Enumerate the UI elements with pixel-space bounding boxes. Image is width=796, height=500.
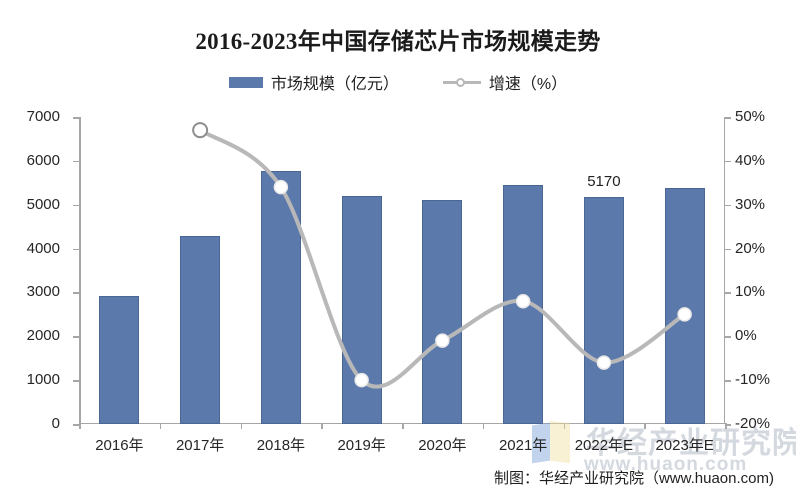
- y-axis-right-tick: [725, 117, 731, 119]
- x-axis-tick: [563, 423, 565, 429]
- y-axis-right-label: 0%: [735, 327, 757, 345]
- y-axis-right-label: 20%: [735, 239, 766, 257]
- legend-item-growth-rate: 增速（%）: [442, 70, 568, 94]
- bar-market-size: [180, 236, 221, 424]
- legend-item-market-size: 市场规模（亿元）: [228, 70, 399, 94]
- y-axis-right-label: 30%: [735, 195, 766, 213]
- bar-market-size: [583, 197, 624, 424]
- bar-market-size: [503, 184, 544, 424]
- y-axis-left-tick: [73, 292, 79, 294]
- x-axis-label: 2020年: [418, 437, 467, 454]
- bar-market-size: [341, 195, 382, 424]
- x-axis-tick: [159, 423, 162, 429]
- bar-value-label: 5170: [587, 173, 621, 191]
- x-axis-label: 2018年: [256, 437, 306, 454]
- y-axis-right-label: 40%: [735, 151, 766, 169]
- y-axis-left-label: 4000: [26, 239, 60, 257]
- x-axis-tick: [321, 423, 323, 429]
- y-axis-right-label: -10%: [735, 371, 771, 389]
- y-axis-right-label: -20%: [735, 415, 771, 432]
- y-axis-right-tick: [725, 160, 731, 163]
- chart-legend: 市场规模（亿元） 增速（%）: [0, 70, 796, 94]
- y-axis-left-tick: [73, 160, 79, 163]
- x-axis-label: 2017年: [175, 437, 225, 454]
- y-axis-left-label: 5000: [26, 195, 60, 213]
- y-axis-left-tick: [73, 336, 79, 338]
- x-axis-label: 2019年: [337, 437, 386, 454]
- x-axis-label: 2016年: [95, 437, 144, 454]
- x-axis-tick: [79, 423, 81, 429]
- y-axis-left-label: 7000: [26, 108, 60, 125]
- x-axis-tick: [402, 423, 404, 429]
- y-axis-right-tick: [725, 204, 731, 207]
- legend-label-market-size: 市场规模（亿元）: [270, 76, 399, 93]
- bar-market-size: [664, 187, 705, 424]
- x-axis-tick: [725, 423, 727, 429]
- legend-line-swatch-icon: [442, 76, 481, 88]
- chart-title: 2016-2023年中国存储芯片市场规模走势: [195, 29, 601, 54]
- y-axis-left-line: [79, 117, 81, 424]
- bar-market-size: [422, 199, 463, 424]
- y-axis-left-tick: [73, 204, 79, 207]
- y-axis-left-tick: [73, 248, 79, 251]
- y-axis-right-tick: [725, 380, 731, 382]
- bar-market-size: [260, 170, 301, 424]
- chart-footer-attribution: 制图：华经产业研究院（www.huaon.com): [493, 470, 774, 487]
- y-axis-right-label: 10%: [735, 283, 766, 301]
- y-axis-left-label: 6000: [26, 151, 60, 169]
- x-axis-tick: [644, 423, 646, 429]
- y-axis-right-label: 50%: [735, 108, 766, 125]
- legend-label-growth-rate: 增速（%）: [488, 76, 568, 93]
- y-axis-right-tick: [725, 336, 731, 338]
- y-axis-left-tick: [73, 424, 79, 426]
- plot-area: [73, 117, 731, 429]
- y-axis-left-tick: [73, 380, 79, 382]
- y-axis-left-label: 1000: [26, 371, 60, 389]
- y-axis-right-tick: [725, 248, 731, 251]
- x-axis-label: 2021年: [498, 437, 548, 454]
- y-axis-left-tick: [73, 117, 79, 119]
- x-axis-label: 2023年E: [655, 437, 714, 454]
- y-axis-left-label: 0: [51, 415, 60, 432]
- y-axis-left-label: 2000: [26, 327, 60, 345]
- bar-market-size: [99, 296, 140, 424]
- y-axis-right-line: [723, 117, 725, 424]
- x-axis-tick: [240, 423, 242, 429]
- y-axis-right-tick: [725, 292, 731, 294]
- y-axis-left-label: 3000: [26, 283, 60, 301]
- y-axis-right-tick: [725, 424, 731, 426]
- x-axis-label: 2022年E: [574, 437, 634, 454]
- x-axis-tick: [482, 423, 485, 429]
- legend-bar-swatch-icon: [228, 76, 263, 88]
